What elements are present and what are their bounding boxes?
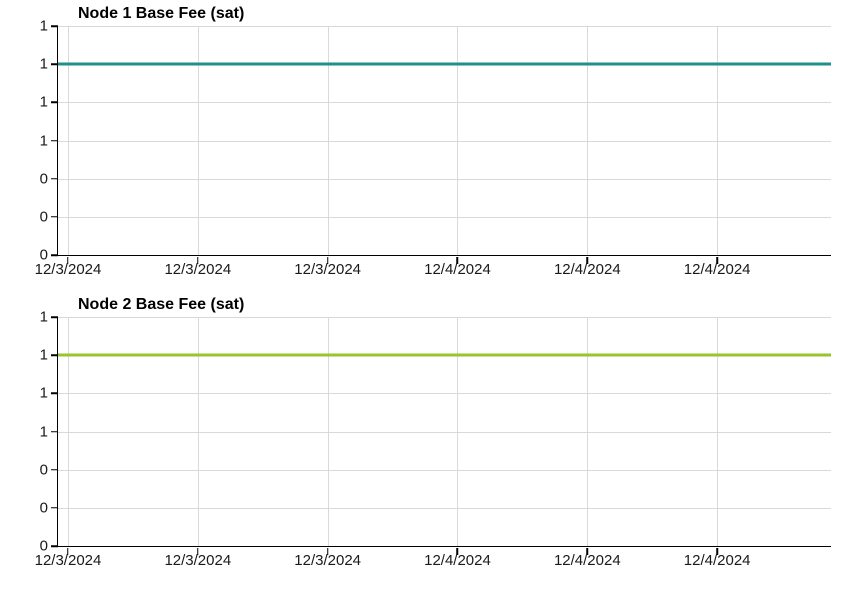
vertical-gridline: [197, 317, 199, 546]
y-axis-tick: [51, 354, 58, 356]
y-tick-label: 0: [39, 461, 48, 479]
x-axis-tick: [456, 256, 459, 264]
x-axis-tick: [716, 547, 718, 555]
chart-node-2-base-fee: Node 2 Base Fee (sat) 1 1 1 1 0 0 0 12/3/2024 12…: [0, 291, 860, 581]
x-tick-label: 12/4/2024: [424, 261, 491, 278]
y-axis-tick: [51, 25, 58, 27]
horizontal-gridline: [58, 216, 831, 218]
vertical-gridline: [327, 26, 329, 255]
y-tick-label: 0: [39, 537, 48, 555]
y-axis-tick: [51, 316, 58, 318]
x-axis-tick: [326, 256, 329, 264]
x-axis-tick: [456, 547, 459, 555]
x-tick-label: 12/4/2024: [553, 261, 621, 278]
x-axis-tick: [586, 547, 589, 555]
y-tick-label: 0: [39, 170, 48, 188]
x-axis-tick: [586, 256, 589, 264]
x-tick-label: 12/3/2024: [164, 261, 232, 278]
x-tick-label: 12/4/2024: [683, 552, 751, 569]
x-tick-label: 12/3/2024: [294, 261, 362, 278]
x-axis-tick: [67, 547, 69, 555]
x-axis-tick: [716, 256, 718, 264]
y-tick-label: 1: [39, 308, 48, 326]
horizontal-gridline: [58, 469, 831, 471]
x-tick-label: 12/3/2024: [294, 552, 362, 569]
y-tick-label: 0: [39, 499, 48, 517]
y-axis-tick: [51, 468, 58, 471]
y-tick-label: 1: [39, 55, 48, 73]
horizontal-gridline: [58, 178, 831, 180]
vertical-gridline: [717, 317, 719, 546]
y-axis-tick: [51, 254, 58, 256]
x-tick-label: 12/3/2024: [34, 552, 102, 569]
vertical-gridline: [457, 26, 459, 255]
y-tick-label: 1: [39, 384, 48, 402]
y-tick-label: 1: [39, 17, 48, 35]
x-tick-label: 12/4/2024: [553, 552, 621, 569]
horizontal-gridline: [58, 26, 831, 27]
x-axis-tick: [67, 256, 69, 264]
series-line: [58, 353, 831, 357]
vertical-gridline: [457, 317, 459, 546]
y-axis-tick: [51, 430, 58, 433]
horizontal-gridline: [58, 102, 831, 104]
vertical-gridline: [327, 317, 329, 546]
chart-node-1-base-fee: Node 1 Base Fee (sat) 1 1 1 1 0 0 0 12/3/2024 12…: [0, 0, 860, 290]
x-axis-tick: [197, 547, 199, 555]
horizontal-gridline: [58, 140, 831, 142]
y-axis-tick: [51, 139, 58, 142]
x-axis-tick: [326, 547, 329, 555]
x-axis-tick: [197, 256, 199, 264]
y-tick-label: 1: [39, 423, 48, 440]
chart-title-node-2: Node 2 Base Fee (sat): [78, 296, 245, 313]
x-tick-label: 12/3/2024: [164, 552, 232, 569]
y-axis-tick: [51, 63, 58, 65]
y-tick-label: 1: [39, 93, 48, 111]
x-tick-label: 12/4/2024: [683, 261, 751, 278]
y-tick-label: 0: [39, 246, 48, 264]
y-axis-tick: [51, 392, 58, 395]
y-axis-tick: [51, 545, 58, 547]
vertical-gridline: [587, 317, 589, 546]
y-axis-tick: [51, 177, 58, 180]
plot-area-node-1: 1 1 1 1 0 0 0 12/3/2024 12/3/2024 12/3/2024 12/4/2…: [35, 19, 831, 277]
x-tick-label: 12/4/2024: [424, 552, 491, 569]
y-axis-tick: [51, 216, 58, 218]
vertical-gridline: [587, 26, 589, 255]
vertical-gridline: [717, 26, 719, 255]
horizontal-gridline: [58, 317, 831, 318]
series-line: [58, 62, 831, 66]
y-axis-tick: [51, 507, 58, 509]
horizontal-gridline: [58, 393, 831, 395]
chart-title-node-1: Node 1 Base Fee (sat): [78, 5, 245, 22]
horizontal-gridline: [58, 431, 831, 433]
vertical-gridline: [197, 26, 199, 255]
plot-area-node-2: 1 1 1 1 0 0 0 12/3/2024 12/3/2024 12/3/2024 12/4/2…: [35, 310, 831, 568]
y-axis-tick: [51, 101, 58, 104]
horizontal-gridline: [58, 507, 831, 509]
vertical-gridline: [67, 317, 69, 546]
y-tick-label: 0: [39, 208, 48, 226]
vertical-gridline: [67, 26, 69, 255]
x-tick-label: 12/3/2024: [34, 261, 102, 278]
y-tick-label: 1: [39, 132, 48, 149]
y-tick-label: 1: [39, 346, 48, 364]
